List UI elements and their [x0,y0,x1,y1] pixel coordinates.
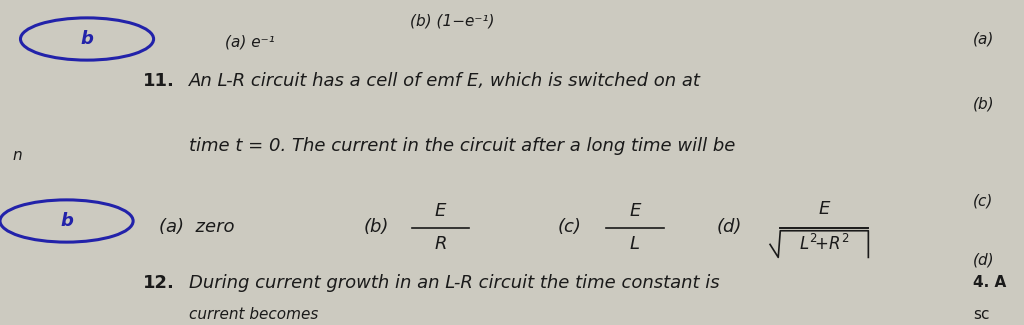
Text: 11.: 11. [143,72,175,90]
Text: b: b [81,30,93,48]
Text: An L-R circuit has a cell of emf E, which is switched on at: An L-R circuit has a cell of emf E, whic… [189,72,701,90]
Text: R: R [434,235,446,254]
Text: (c): (c) [973,194,993,209]
Text: E: E [434,202,446,220]
Text: (a): (a) [973,32,994,46]
Text: 4. A: 4. A [973,275,1006,290]
Text: n: n [12,149,22,163]
Text: (b) (1−e⁻¹): (b) (1−e⁻¹) [410,13,495,28]
Text: (b): (b) [973,97,994,111]
Text: (d): (d) [973,253,994,267]
Text: During current growth in an L-R circuit the time constant is: During current growth in an L-R circuit … [189,274,720,292]
Text: current becomes: current becomes [189,307,318,322]
Text: time t = 0. The current in the circuit after a long time will be: time t = 0. The current in the circuit a… [189,137,736,155]
Text: $\mathit{L}^2\!\mathit{+}\mathit{R}^2$: $\mathit{L}^2\!\mathit{+}\mathit{R}^2$ [799,234,850,254]
Text: 12.: 12. [143,274,175,292]
Text: sc: sc [973,307,989,322]
Text: (a)  zero: (a) zero [159,218,234,237]
Text: (c): (c) [558,218,582,237]
Text: (a) e⁻¹: (a) e⁻¹ [225,35,275,50]
Text: b: b [60,212,73,230]
Text: L: L [630,235,640,254]
Text: (b): (b) [364,218,389,237]
Text: E: E [818,200,830,218]
Text: (d): (d) [717,218,742,237]
Text: E: E [629,202,641,220]
